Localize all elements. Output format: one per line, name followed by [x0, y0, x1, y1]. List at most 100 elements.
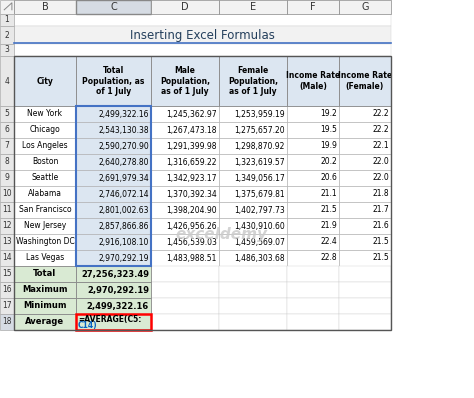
Text: 22.0: 22.0 [372, 174, 389, 183]
Bar [76, 282, 151, 298]
Text: 7: 7 [5, 142, 9, 150]
Text: 2,499,322.16: 2,499,322.16 [99, 109, 149, 119]
Text: 1,245,362.97: 1,245,362.97 [166, 109, 217, 119]
Bar [0, 56, 14, 106]
Text: 1,370,392.34: 1,370,392.34 [166, 189, 217, 199]
Text: Minimum: Minimum [23, 302, 67, 310]
Bar [151, 218, 219, 234]
Text: 1,298,870.92: 1,298,870.92 [235, 142, 285, 150]
Text: G: G [361, 2, 369, 12]
Bar [339, 314, 391, 330]
Bar [287, 170, 339, 186]
Bar [0, 170, 14, 186]
Bar [151, 266, 219, 282]
Bar [76, 154, 151, 170]
Text: 1,486,303.68: 1,486,303.68 [234, 254, 285, 263]
Bar [0, 106, 14, 122]
Text: 21.5: 21.5 [372, 238, 389, 246]
Text: 1,275,657.20: 1,275,657.20 [234, 125, 285, 135]
Text: City: City [36, 76, 54, 86]
Bar [219, 298, 287, 314]
Text: Total
Population, as
of 1 July: Total Population, as of 1 July [82, 66, 145, 96]
Bar [76, 202, 151, 218]
Text: 19.9: 19.9 [320, 142, 337, 150]
Bar [76, 106, 151, 122]
Text: New Jersey: New Jersey [24, 222, 66, 230]
Text: 21.6: 21.6 [372, 222, 389, 230]
Bar [339, 170, 391, 186]
Bar [151, 202, 219, 218]
Bar [0, 218, 14, 234]
Bar [151, 298, 219, 314]
Text: 2,970,292.19: 2,970,292.19 [87, 285, 149, 295]
Bar [0, 122, 14, 138]
Text: 13: 13 [2, 238, 12, 246]
Text: 19.5: 19.5 [320, 125, 337, 135]
Bar [219, 218, 287, 234]
Text: 1: 1 [5, 16, 9, 25]
Text: 16: 16 [2, 285, 12, 295]
Bar [151, 122, 219, 138]
Bar [339, 298, 391, 314]
Bar [287, 234, 339, 250]
Bar [287, 298, 339, 314]
Text: 21.5: 21.5 [372, 254, 389, 263]
Bar [219, 202, 287, 218]
Bar [287, 202, 339, 218]
Bar [76, 186, 151, 202]
Text: 1,323,619.57: 1,323,619.57 [234, 158, 285, 166]
Bar [14, 56, 391, 330]
Text: 1,459,569.07: 1,459,569.07 [234, 238, 285, 246]
Bar [76, 298, 151, 314]
Text: 14: 14 [2, 254, 12, 263]
Bar [76, 122, 151, 138]
Bar [219, 234, 287, 250]
Bar [151, 170, 219, 186]
Text: 2,640,278.80: 2,640,278.80 [99, 158, 149, 166]
Bar [339, 218, 391, 234]
Text: C: C [110, 2, 117, 12]
Bar [151, 314, 219, 330]
Text: Boston: Boston [32, 158, 58, 166]
Text: C14): C14) [78, 321, 98, 330]
Text: 2,499,322.16: 2,499,322.16 [87, 302, 149, 310]
Bar [219, 314, 287, 330]
Text: 9: 9 [5, 174, 9, 183]
Bar [219, 282, 287, 298]
Bar [287, 218, 339, 234]
Bar [0, 186, 14, 202]
Bar [14, 106, 76, 122]
Text: 1,398,204.90: 1,398,204.90 [166, 205, 217, 215]
Text: Income Rate
(Male): Income Rate (Male) [286, 71, 340, 91]
Bar [0, 282, 14, 298]
Bar [339, 0, 391, 14]
Text: 22.2: 22.2 [373, 125, 389, 135]
Bar [14, 218, 76, 234]
Text: 22.0: 22.0 [372, 158, 389, 166]
Bar [0, 44, 14, 56]
Bar [14, 26, 391, 44]
Text: 22.2: 22.2 [373, 109, 389, 119]
Text: Inserting Excel Formulas: Inserting Excel Formulas [130, 29, 275, 41]
Text: 2,746,072.14: 2,746,072.14 [99, 189, 149, 199]
Bar [287, 314, 339, 330]
Bar [287, 0, 339, 14]
Bar [14, 266, 76, 282]
Bar [14, 56, 76, 106]
Text: 1,349,056.17: 1,349,056.17 [234, 174, 285, 183]
Text: Los Angeles: Los Angeles [22, 142, 68, 150]
Text: 1,267,473.18: 1,267,473.18 [166, 125, 217, 135]
Text: Total: Total [33, 269, 56, 279]
Bar [151, 186, 219, 202]
Text: 17: 17 [2, 302, 12, 310]
Text: 11: 11 [2, 205, 12, 215]
Bar [0, 234, 14, 250]
Bar [14, 298, 76, 314]
Bar [219, 250, 287, 266]
Text: D: D [181, 2, 189, 12]
Bar [339, 266, 391, 282]
Bar [219, 186, 287, 202]
Text: 1,375,679.81: 1,375,679.81 [234, 189, 285, 199]
Bar [0, 314, 14, 330]
Bar [14, 314, 76, 330]
